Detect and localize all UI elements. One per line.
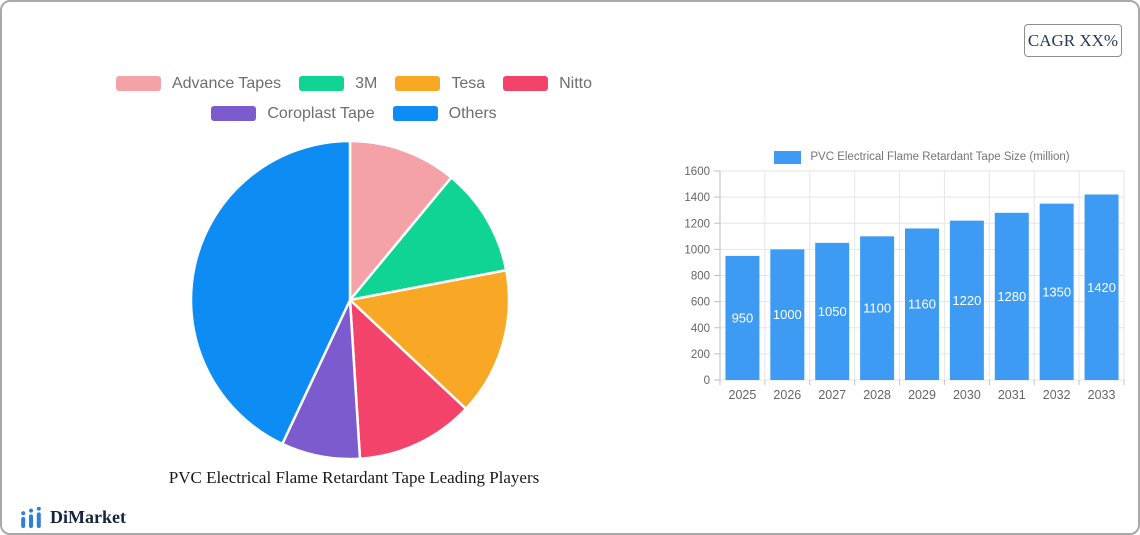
legend-label: Coroplast Tape	[267, 104, 375, 122]
x-tick-label: 2028	[863, 388, 891, 402]
bar-2029[interactable]	[905, 228, 939, 380]
pie-legend-row: Advance Tapes 3M Tesa Nitto	[10, 75, 698, 92]
legend-swatch-others	[392, 106, 438, 121]
x-tick-label: 2026	[773, 388, 801, 402]
x-tick-label: 2033	[1088, 388, 1116, 402]
bar-2025[interactable]	[725, 255, 760, 380]
bar-chart: 0 200 400 600 800 1000 1200 1400 1600 950 2025 1000…	[684, 166, 1125, 402]
pie-chart	[189, 139, 511, 461]
legend-item-tesa[interactable]: Tesa	[395, 75, 485, 93]
pie-slice-others[interactable]	[189, 139, 352, 446]
pie-slice-advance-tapes[interactable]	[348, 139, 453, 302]
y-tick-label: 800	[691, 271, 710, 283]
bar-value-label: 1420	[1087, 280, 1116, 295]
bar-value-label: 950	[732, 310, 754, 325]
legend-swatch-3m	[299, 76, 345, 91]
legend-item-coroplast-tape[interactable]: Coroplast Tape	[211, 104, 375, 123]
bar-2032[interactable]	[1039, 203, 1074, 380]
pie-slice-3m[interactable]	[348, 176, 508, 302]
bar-2030[interactable]	[949, 220, 984, 380]
bar-value-label: 1160	[908, 297, 936, 312]
x-tick-label: 2025	[729, 388, 757, 402]
bar-value-label: 1220	[952, 293, 981, 308]
x-tick-label: 2031	[998, 388, 1026, 402]
legend-label: 3M	[355, 74, 378, 92]
bar-value-label: 1000	[773, 307, 802, 322]
y-tick-label: 1400	[684, 192, 710, 204]
axes	[714, 170, 1125, 385]
axis-labels: 0 200 400 600 800 1000 1200 1400 1600 950 2025 1000…	[684, 166, 1116, 402]
bar-value-label: 1100	[863, 301, 891, 316]
pie-slice-nitto[interactable]	[348, 298, 468, 460]
x-tick-label: 2030	[953, 388, 981, 402]
legend-swatch-nitto	[503, 76, 549, 91]
legend-label: Tesa	[451, 74, 486, 92]
y-tick-label: 400	[691, 323, 710, 335]
legend-item-3m[interactable]: 3M	[299, 75, 377, 93]
legend-swatch-advance-tapes	[115, 76, 161, 91]
pie-slice-tesa[interactable]	[348, 268, 511, 411]
y-tick-label: 1600	[684, 166, 710, 178]
bar-legend-label: PVC Electrical Flame Retardant Tape Size…	[810, 151, 1070, 163]
bar-2026[interactable]	[770, 249, 805, 381]
cagr-badge: CAGR XX%	[1024, 24, 1122, 57]
legend-label: Others	[448, 104, 497, 122]
y-tick-label: 600	[691, 297, 710, 309]
legend-item-nitto[interactable]: Nitto	[503, 75, 592, 93]
x-tick-label: 2029	[908, 388, 936, 402]
pie-legend-row: Coroplast Tape Others	[10, 105, 698, 122]
legend-item-advance-tapes[interactable]: Advance Tapes	[115, 74, 282, 93]
x-tick-label: 2032	[1043, 388, 1071, 402]
pie-chart-title: PVC Electrical Flame Retardant Tape Lead…	[168, 468, 540, 487]
bar-2027[interactable]	[815, 242, 850, 380]
bar-2031[interactable]	[994, 212, 1029, 380]
bar-2028[interactable]	[860, 236, 895, 380]
y-tick-label: 200	[691, 349, 710, 361]
bar-chart-logo-icon	[21, 507, 41, 528]
brand-name: DiMarket	[50, 507, 126, 527]
legend-label: Advance Tapes	[171, 74, 282, 92]
legend-swatch-coroplast-tape	[211, 106, 257, 121]
bar-legend-swatch	[774, 150, 802, 164]
bar-value-label: 1280	[997, 289, 1026, 304]
x-tick-label: 2027	[818, 388, 846, 402]
bar-value-label: 1050	[818, 304, 847, 319]
legend-label: Nitto	[559, 74, 593, 92]
bar-2033[interactable]	[1084, 194, 1119, 380]
y-tick-label: 1200	[684, 218, 710, 230]
bar-value-label: 1350	[1042, 284, 1071, 299]
brand-logo: DiMarket	[20, 507, 126, 528]
pie-legend: Advance Tapes 3M Tesa Nitto Coroplast Tape Ot…	[10, 75, 698, 135]
legend-item-others[interactable]: Others	[392, 104, 497, 123]
bar-chart-legend-item[interactable]: PVC Electrical Flame Retardant Tape Size…	[720, 149, 1124, 165]
legend-swatch-tesa	[395, 76, 441, 91]
bar-series	[725, 194, 1119, 381]
y-tick-label: 0	[704, 375, 710, 387]
y-tick-label: 1000	[684, 244, 710, 256]
